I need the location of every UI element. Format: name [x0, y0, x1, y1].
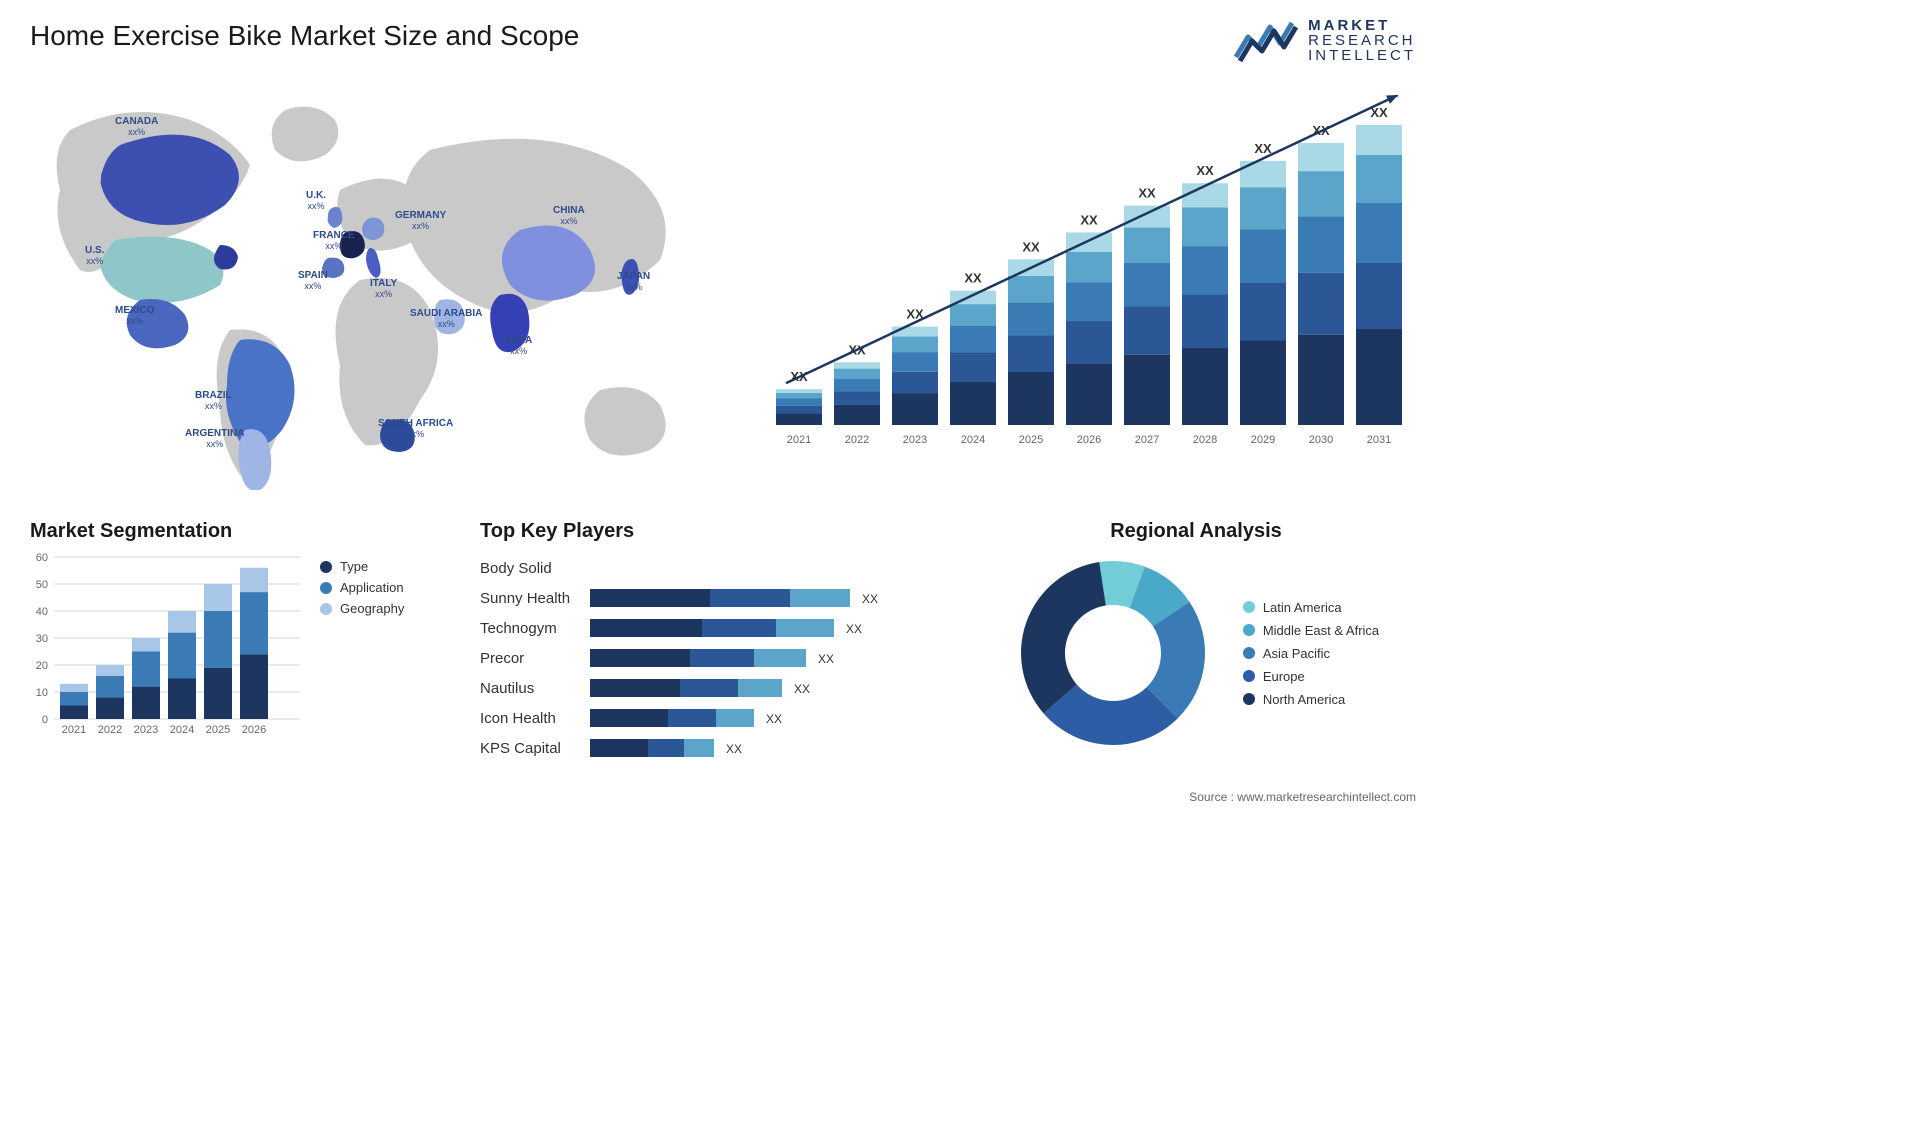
svg-text:XX: XX: [1080, 212, 1098, 227]
keyplayers-section: Top Key Players Body Solid Sunny Health Te…: [480, 520, 960, 763]
svg-text:50: 50: [36, 579, 48, 591]
map-label: JAPANxx%: [617, 271, 650, 293]
svg-text:XX: XX: [818, 652, 834, 666]
legend-item: North America: [1243, 692, 1379, 707]
svg-text:XX: XX: [862, 592, 878, 606]
map-label: CANADAxx%: [115, 116, 158, 138]
keyplayers-names: Body Solid Sunny Health Technogym Precor Nau…: [480, 553, 570, 763]
brand-logo: MARKET RESEARCH INTELLECT: [1234, 18, 1416, 63]
map-label: FRANCExx%: [313, 230, 355, 252]
legend-item: Europe: [1243, 669, 1379, 684]
map-label: ITALYxx%: [370, 278, 397, 300]
map-label: U.K.xx%: [306, 190, 326, 212]
svg-text:XX: XX: [964, 271, 982, 286]
svg-text:XX: XX: [1138, 186, 1156, 201]
legend-item: Geography: [320, 601, 404, 616]
page-title: Home Exercise Bike Market Size and Scope: [30, 20, 579, 52]
svg-text:40: 40: [36, 606, 48, 618]
keyplayer-name: Icon Health: [480, 711, 570, 726]
logo-icon: [1234, 19, 1298, 63]
world-map: CANADAxx% U.S.xx% MEXICOxx% BRAZILxx% ARGENT…: [30, 90, 730, 490]
forecast-chart: XX2021XX2022XX2023XX2024XX2025XX2026XX20…: [766, 95, 1416, 460]
map-label: GERMANYxx%: [395, 210, 446, 232]
map-label: MEXICOxx%: [115, 305, 154, 327]
svg-text:2025: 2025: [206, 724, 230, 736]
map-label: SPAINxx%: [298, 270, 328, 292]
svg-text:2026: 2026: [242, 724, 266, 736]
legend-item: Application: [320, 580, 404, 595]
svg-text:2022: 2022: [845, 434, 869, 446]
segmentation-legend: Type Application Geography: [320, 553, 404, 753]
svg-text:10: 10: [36, 687, 48, 699]
segmentation-title: Market Segmentation: [30, 520, 450, 543]
svg-text:2023: 2023: [134, 724, 158, 736]
regional-section: Regional Analysis Latin America Middle Ea…: [976, 520, 1416, 753]
svg-text:XX: XX: [794, 682, 810, 696]
svg-text:2026: 2026: [1077, 434, 1101, 446]
legend-item: Asia Pacific: [1243, 646, 1379, 661]
map-label: BRAZILxx%: [195, 390, 232, 412]
segmentation-section: Market Segmentation 0 10 20 30 40 50 60 2021 202…: [30, 520, 450, 753]
svg-text:XX: XX: [726, 742, 742, 756]
keyplayer-name: KPS Capital: [480, 741, 570, 756]
keyplayer-name: Precor: [480, 651, 570, 666]
keyplayers-title: Top Key Players: [480, 520, 960, 543]
legend-item: Middle East & Africa: [1243, 623, 1379, 638]
svg-text:60: 60: [36, 553, 48, 564]
map-label: CHINAxx%: [553, 205, 585, 227]
keyplayer-name: Technogym: [480, 621, 570, 636]
svg-text:XX: XX: [846, 622, 862, 636]
logo-line1: MARKET: [1308, 18, 1416, 33]
svg-text:20: 20: [36, 660, 48, 672]
svg-text:XX: XX: [1196, 163, 1214, 178]
svg-text:XX: XX: [1022, 239, 1040, 254]
svg-text:2029: 2029: [1251, 434, 1275, 446]
svg-text:2023: 2023: [903, 434, 927, 446]
legend-item: Type: [320, 559, 404, 574]
svg-text:30: 30: [36, 633, 48, 645]
map-label: INDIAxx%: [505, 335, 532, 357]
map-label: U.S.xx%: [85, 245, 104, 267]
keyplayers-chart: XX XX XX XX XX XX: [590, 553, 910, 763]
regional-donut: [1013, 553, 1213, 753]
map-label: SAUDI ARABIAxx%: [410, 308, 482, 330]
svg-text:2022: 2022: [98, 724, 122, 736]
svg-text:XX: XX: [1254, 141, 1272, 156]
svg-text:2027: 2027: [1135, 434, 1159, 446]
keyplayer-name: Sunny Health: [480, 591, 570, 606]
regional-legend: Latin America Middle East & Africa Asia Pa…: [1243, 592, 1379, 715]
segmentation-chart: 0 10 20 30 40 50 60 2021 2022 2023 2024 2025 2026: [30, 553, 300, 753]
regional-title: Regional Analysis: [976, 520, 1416, 543]
svg-text:2028: 2028: [1193, 434, 1217, 446]
svg-text:2024: 2024: [170, 724, 194, 736]
map-label: SOUTH AFRICAxx%: [378, 418, 453, 440]
svg-text:2025: 2025: [1019, 434, 1043, 446]
keyplayer-name: Body Solid: [480, 561, 570, 576]
logo-line2: RESEARCH: [1308, 33, 1416, 48]
svg-text:XX: XX: [766, 712, 782, 726]
svg-text:2021: 2021: [787, 434, 811, 446]
legend-item: Latin America: [1243, 600, 1379, 615]
map-label: ARGENTINAxx%: [185, 428, 244, 450]
svg-text:2030: 2030: [1309, 434, 1333, 446]
logo-line3: INTELLECT: [1308, 48, 1416, 63]
keyplayer-name: Nautilus: [480, 681, 570, 696]
svg-text:0: 0: [42, 714, 48, 726]
svg-text:2024: 2024: [961, 434, 985, 446]
svg-text:2031: 2031: [1367, 434, 1391, 446]
svg-text:2021: 2021: [62, 724, 86, 736]
source-text: Source : www.marketresearchintellect.com: [1189, 790, 1416, 804]
